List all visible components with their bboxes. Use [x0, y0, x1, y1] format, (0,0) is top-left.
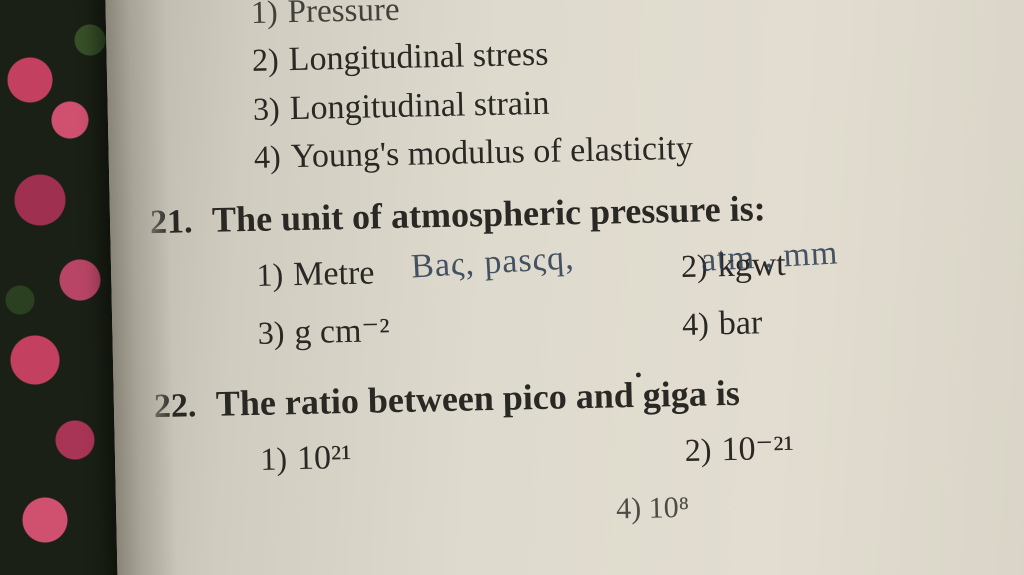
question-text: The ratio between pico and giga is: [215, 372, 740, 426]
option-number: 1): [225, 0, 278, 31]
option-text: Metre: [293, 252, 375, 296]
question-number: 21.: [150, 203, 213, 242]
bullet-mark: ·: [633, 359, 644, 393]
textbook-page: 1) Pressure 2) Longitudinal stress 3) Lo…: [105, 0, 1024, 575]
q22-partial-option: 4) 10⁸: [616, 483, 1024, 526]
option-text: Longitudinal strain: [289, 82, 550, 130]
option-text: 10⁻²¹: [721, 428, 794, 472]
option-number: 1): [231, 256, 284, 294]
q22-option-2: 2) 10⁻²¹: [659, 423, 1024, 474]
option-number: 4): [656, 306, 709, 344]
option-text: Young's modulus of elasticity: [290, 128, 693, 179]
option-text: Longitudinal stress: [288, 34, 549, 82]
previous-question-options: 2) Longitudinal stress 3) Longitudinal s…: [226, 24, 1024, 180]
handwritten-annotation-2: atm , mm: [700, 234, 839, 280]
question-number: 22.: [154, 387, 217, 426]
option-number: 3): [232, 315, 285, 353]
option-number: 1): [235, 440, 288, 478]
question-text: The unit of atmospheric pressure is:: [212, 187, 766, 242]
q21-option-3: 3) g cm⁻²: [232, 306, 617, 357]
option-number: 3): [227, 90, 280, 128]
q22-options-row1: 1) 10²¹ 2) 10⁻²¹: [234, 415, 1024, 490]
option-text: bar: [718, 303, 762, 346]
option-text: 10²¹: [297, 437, 352, 481]
option-number: 4): [228, 139, 281, 177]
option-4: 4) Young's modulus of elasticity: [228, 121, 1024, 180]
q21-option-4: 4) bar: [656, 297, 1024, 348]
q22-option-1: 1) 10²¹: [235, 431, 620, 482]
option-text: g cm⁻²: [294, 311, 390, 355]
option-number: 2): [226, 42, 279, 80]
option-text: 4) 10⁸: [616, 491, 690, 526]
option-text: Pressure: [287, 0, 400, 33]
option-number: 2): [659, 432, 712, 470]
